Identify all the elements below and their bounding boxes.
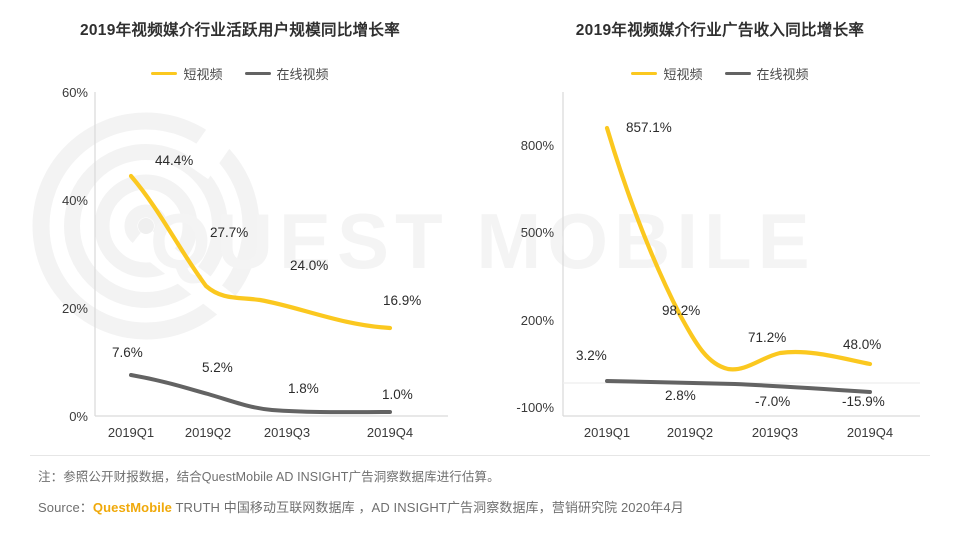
x-tick-right-1: 2019Q2 (666, 425, 714, 440)
series-line-short-video-left (128, 173, 393, 331)
data-label-short-right-2: 71.2% (748, 330, 787, 345)
chart-ad-revenue: 2019年视频媒介行业广告收入同比增长率 短视频 在线视频 (480, 0, 960, 455)
x-tick-right-3: 2019Q4 (846, 425, 894, 440)
x-tick-right-2: 2019Q3 (751, 425, 799, 440)
data-label-short-right-3: 48.0% (843, 337, 882, 352)
legend-swatch-short-video (151, 71, 178, 76)
data-label-online-left-3: 1.0% (382, 387, 413, 402)
legend-item-online-video-right[interactable]: 在线视频 (724, 64, 809, 83)
legend-label-online-video-right: 在线视频 (756, 67, 809, 82)
chart-title-left: 2019年视频媒介行业活跃用户规模同比增长率 (79, 22, 401, 39)
data-label-short-right-0: 857.1% (626, 120, 672, 135)
data-label-short-left-2: 24.0% (290, 258, 329, 273)
data-label-online-right-2: -7.0% (755, 394, 791, 409)
data-label-short-left-3: 16.9% (383, 293, 422, 308)
x-tick-left-3: 2019Q4 (366, 425, 414, 440)
plot-area-right: 800% 500% 200% -100% 2019Q1 2019Q2 2019Q… (480, 0, 960, 455)
legend-item-short-video[interactable]: 短视频 (151, 64, 223, 83)
data-label-short-left-0: 44.4% (155, 153, 194, 168)
data-label-online-left-2: 1.8% (288, 381, 319, 396)
x-tick-right-0: 2019Q1 (583, 425, 631, 440)
footer-source-brand: QuestMobile (92, 500, 172, 515)
data-label-short-left-1: 27.7% (210, 225, 249, 240)
y-tick-right-3: -100% (516, 400, 554, 415)
footer-divider (30, 455, 930, 456)
y-tick-left-1: 40% (61, 193, 88, 208)
legend-label-online-video: 在线视频 (276, 67, 329, 82)
data-label-short-right-1: 98.2% (662, 303, 701, 318)
plot-area-left: 60% 40% 20% 0% 2019Q1 2019Q2 2019Q3 2019… (0, 0, 480, 455)
legend-item-short-video-right[interactable]: 短视频 (631, 64, 703, 83)
y-tick-right-2: 200% (520, 313, 554, 328)
legend-item-online-video[interactable]: 在线视频 (244, 64, 329, 83)
x-tick-left-0: 2019Q1 (107, 425, 155, 440)
footer: 注：参照公开财报数据，结合QuestMobile AD INSIGHT广告洞察数… (0, 455, 960, 536)
footer-note: 注：参照公开财报数据，结合QuestMobile AD INSIGHT广告洞察数… (38, 470, 500, 484)
y-tick-right-1: 500% (520, 225, 554, 240)
legend-swatch-short-video-right (631, 71, 658, 76)
data-label-online-right-3: -15.9% (842, 394, 885, 409)
legend-label-short-video-right: 短视频 (663, 67, 703, 82)
x-tick-left-1: 2019Q2 (184, 425, 232, 440)
data-label-online-right-0: 3.2% (576, 348, 607, 363)
legend-label-short-video: 短视频 (183, 67, 223, 82)
data-label-online-left-1: 5.2% (202, 360, 233, 375)
legend-right: 短视频 在线视频 (480, 64, 960, 83)
data-label-online-right-1: 2.8% (665, 388, 696, 403)
chart-title-right: 2019年视频媒介行业广告收入同比增长率 (575, 22, 865, 39)
x-tick-left-2: 2019Q3 (263, 425, 311, 440)
series-line-online-video-left (129, 373, 392, 415)
footer-source: Source：QuestMobile TRUTH 中国移动互联网数据库 ，AD … (38, 497, 684, 516)
y-tick-left-3: 0% (69, 409, 88, 424)
series-line-short-video-right (604, 125, 873, 372)
footer-source-prefix: Source： (38, 500, 93, 515)
series-line-online-video-right (605, 379, 872, 394)
legend-swatch-online-video (244, 71, 271, 76)
legend-swatch-online-video-right (724, 71, 751, 76)
y-tick-left-0: 60% (61, 85, 88, 100)
y-tick-right-0: 800% (520, 138, 554, 153)
y-tick-left-2: 20% (61, 301, 88, 316)
legend-left: 短视频 在线视频 (0, 64, 480, 83)
data-label-online-left-0: 7.6% (112, 345, 143, 360)
plot-svg-right (562, 92, 920, 417)
footer-source-rest: TRUTH 中国移动互联网数据库 ，AD INSIGHT广告洞察数据库，营销研究… (172, 500, 684, 515)
chart-active-users: 2019年视频媒介行业活跃用户规模同比增长率 短视频 在线视频 (0, 0, 480, 455)
